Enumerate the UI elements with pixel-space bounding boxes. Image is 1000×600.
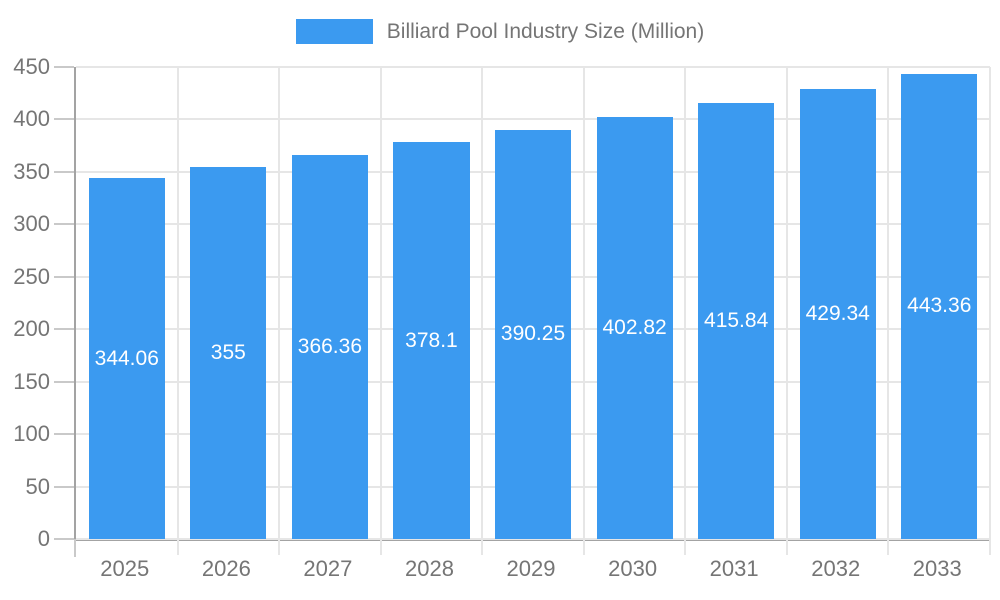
- y-tick-label: 250: [13, 263, 50, 289]
- legend-swatch: [295, 19, 373, 44]
- y-tick-mark: [54, 380, 74, 383]
- bar-value-label: 415.84: [704, 308, 769, 332]
- y-tick-label: 200: [13, 316, 50, 342]
- bar-2030[interactable]: 402.82: [596, 116, 673, 539]
- bar-cell: 390.25: [482, 67, 584, 539]
- x-tick-label-2028: 2028: [404, 556, 454, 581]
- x-axis: 2025 2026 2027 2028 2029 2030 2031 2032 2033: [74, 556, 988, 582]
- y-tick-label: 450: [13, 54, 50, 79]
- vertical-gridline: [887, 67, 890, 555]
- vertical-gridline: [278, 67, 281, 555]
- x-tick-label-2033: 2033: [912, 556, 962, 581]
- y-tick-label: 50: [25, 473, 50, 499]
- horizontal-gridline: [76, 538, 990, 540]
- bars-group: 344.06 355 366.36 378.1 390.25 402.82 415.84 42…: [76, 67, 990, 539]
- horizontal-gridline: [76, 118, 990, 121]
- x-tick-label-2030: 2030: [608, 556, 658, 581]
- bar-cell: 366.36: [279, 67, 381, 539]
- bar-2028[interactable]: 378.1: [393, 142, 470, 539]
- bar-value-label: 344.06: [94, 346, 159, 370]
- x-tick-label-2027: 2027: [303, 556, 353, 581]
- x-tick-label-2029: 2029: [506, 556, 556, 581]
- y-tick-label: 400: [13, 106, 50, 132]
- y-tick-mark: [54, 275, 74, 278]
- y-tick-mark: [54, 66, 74, 68]
- y-tick-label: 0: [37, 526, 50, 551]
- bar-2032[interactable]: 429.34: [799, 88, 876, 539]
- x-tick-label-2032: 2032: [811, 556, 861, 581]
- bar-value-label: 355: [210, 340, 246, 364]
- vertical-gridline: [481, 67, 484, 555]
- y-tick-label: 300: [13, 211, 50, 237]
- bar-value-label: 390.25: [500, 322, 566, 346]
- bar-cell: 429.34: [787, 67, 889, 539]
- vertical-gridline: [379, 67, 382, 555]
- bar-cell: 378.1: [381, 67, 483, 539]
- y-axis: 0 50 100 150 200 250 300 350 400 450: [0, 56, 50, 550]
- y-tick-mark: [54, 538, 74, 540]
- y-tick-label: 150: [13, 368, 50, 394]
- y-tick-mark: [54, 223, 74, 226]
- bar-cell: 443.36: [889, 67, 991, 539]
- bar-value-label: 366.36: [297, 334, 363, 358]
- bar-cell: 355: [178, 67, 280, 539]
- bar-2029[interactable]: 390.25: [494, 129, 572, 539]
- horizontal-gridline: [76, 66, 990, 68]
- x-tick-label-2026: 2026: [201, 556, 251, 581]
- legend-label: Billiard Pool Industry Size (Million): [386, 19, 705, 43]
- bar-value-label: 443.36: [907, 294, 972, 318]
- vertical-gridline: [176, 67, 179, 555]
- bar-2033[interactable]: 443.36: [901, 73, 978, 539]
- y-tick-mark: [54, 118, 74, 121]
- vertical-gridline: [989, 67, 991, 555]
- bar-2031[interactable]: 415.84: [698, 102, 775, 539]
- y-tick-mark: [54, 170, 74, 173]
- y-tick-mark: [54, 433, 74, 436]
- chart-legend[interactable]: Billiard Pool Industry Size (Million): [0, 19, 1000, 44]
- bar-cell: 415.84: [685, 67, 787, 539]
- y-tick-label: 350: [13, 158, 50, 184]
- bar-cell: 344.06: [76, 67, 178, 539]
- bar-value-label: 429.34: [805, 301, 870, 325]
- vertical-gridline: [582, 67, 585, 555]
- bar-cell: 402.82: [584, 67, 686, 539]
- bar-2026[interactable]: 355: [190, 166, 267, 539]
- bar-2027[interactable]: 366.36: [291, 154, 368, 539]
- plot-area: 344.06 355 366.36 378.1 390.25 402.82 415.84 42…: [54, 66, 991, 557]
- y-tick-label: 100: [13, 421, 50, 447]
- vertical-gridline: [785, 67, 788, 555]
- y-tick-mark: [54, 485, 74, 488]
- bar-value-label: 378.1: [405, 328, 458, 352]
- y-tick-mark: [54, 328, 74, 331]
- vertical-gridline: [684, 67, 687, 555]
- y-axis-bottom-tick: [74, 539, 76, 557]
- bar-2025[interactable]: 344.06: [88, 178, 165, 539]
- bar-value-label: 402.82: [602, 315, 667, 339]
- x-tick-label-2025: 2025: [100, 556, 150, 581]
- x-tick-label-2031: 2031: [709, 556, 759, 581]
